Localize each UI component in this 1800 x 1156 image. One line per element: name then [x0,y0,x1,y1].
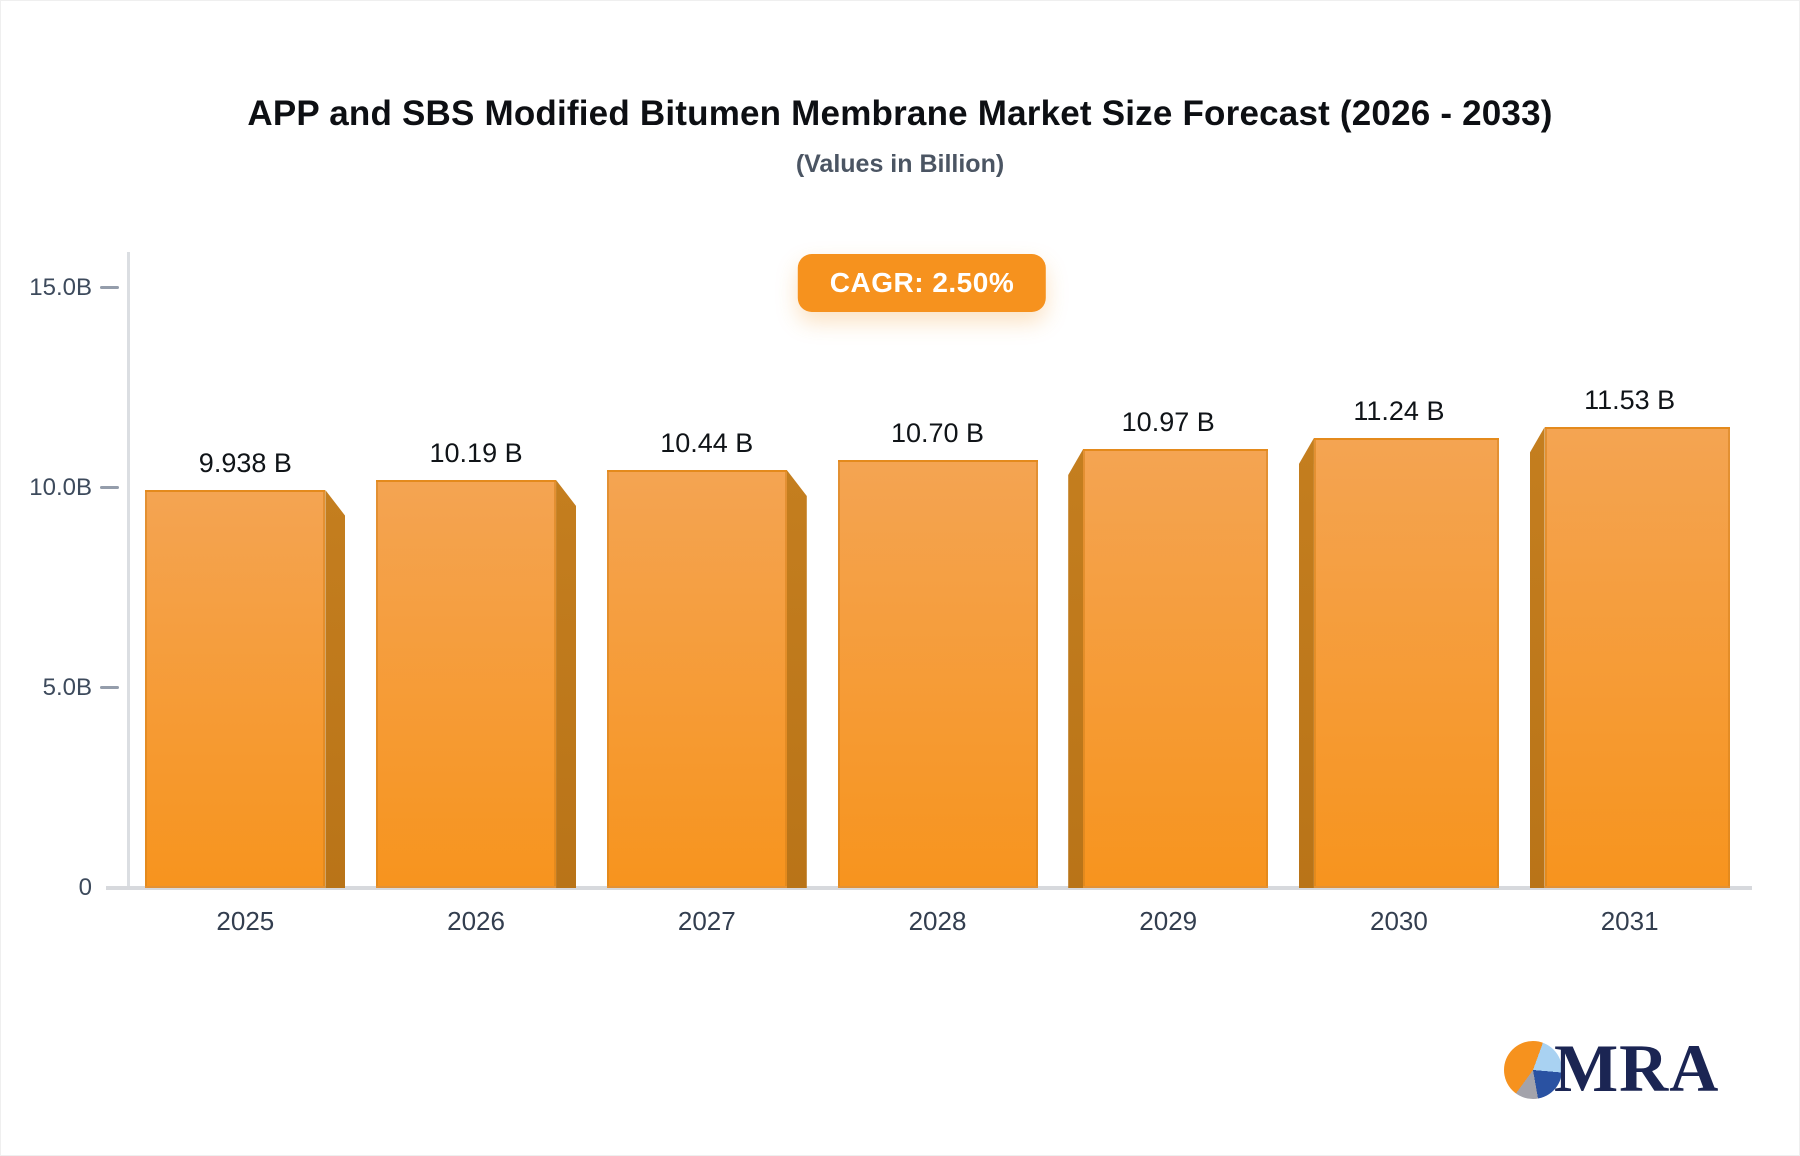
logo-text: MRA [1554,1030,1720,1106]
x-axis-label: 2025 [216,906,275,936]
bar-2026 [376,480,577,888]
bar-value-label: 10.97 B [1121,407,1215,437]
y-axis-line [127,252,130,888]
bar-face [1313,438,1499,888]
bar-2025 [145,490,346,888]
bar-face [837,460,1038,888]
bar-face [145,490,326,888]
bar-value-label: 10.44 B [660,428,754,458]
cagr-badge: CAGR: 2.50% [797,254,1047,312]
chart-title: APP and SBS Modified Bitumen Membrane Ma… [247,94,1553,133]
bar-value-label: 11.24 B [1353,396,1445,426]
bar-2031 [1529,427,1730,888]
bar-side-shade [1529,427,1545,888]
pie-chart-logo-icon [1504,1041,1562,1099]
bar-side-shade [786,470,807,888]
bar-value-label: 10.70 B [890,418,985,448]
bar-value-label: 9.938 B [198,448,292,478]
y-axis-tick-mark [100,286,119,289]
x-axis-label: 2030 [1370,906,1428,936]
bar-face [1544,427,1730,888]
x-axis-label: 2026 [447,906,505,936]
bar-side-shade [556,480,577,888]
y-axis-tick-label: 15.0B [29,274,92,301]
bar-2029 [1068,449,1269,888]
bar-face [606,470,787,888]
bar-2028 [837,460,1038,888]
bar-face [1083,449,1269,888]
bar-side-shade [1298,438,1314,888]
bar-value-label: 11.53 B [1584,385,1676,415]
bar-2030 [1298,438,1499,888]
y-axis-tick-mark [100,686,119,689]
y-axis-tick-label: 0 [78,874,92,901]
x-axis-label: 2031 [1600,906,1659,936]
bar-value-label: 10.19 B [429,438,523,468]
x-axis-baseline [106,886,1752,890]
y-axis-tick-mark [100,486,119,489]
bar-2027 [606,470,807,888]
bar-side-shade [325,490,346,888]
brand-logo: MRA [1504,1034,1719,1102]
bar-side-shade [1068,449,1084,888]
y-axis-tick-label: 10.0B [29,474,92,501]
x-axis-label: 2027 [677,906,736,936]
x-axis-label: 2028 [908,906,967,936]
y-axis-tick-label: 5.0B [42,674,92,701]
bar-face [376,480,557,888]
x-axis-label: 2029 [1139,906,1198,936]
chart-subtitle: (Values in Billion) [795,150,1005,178]
